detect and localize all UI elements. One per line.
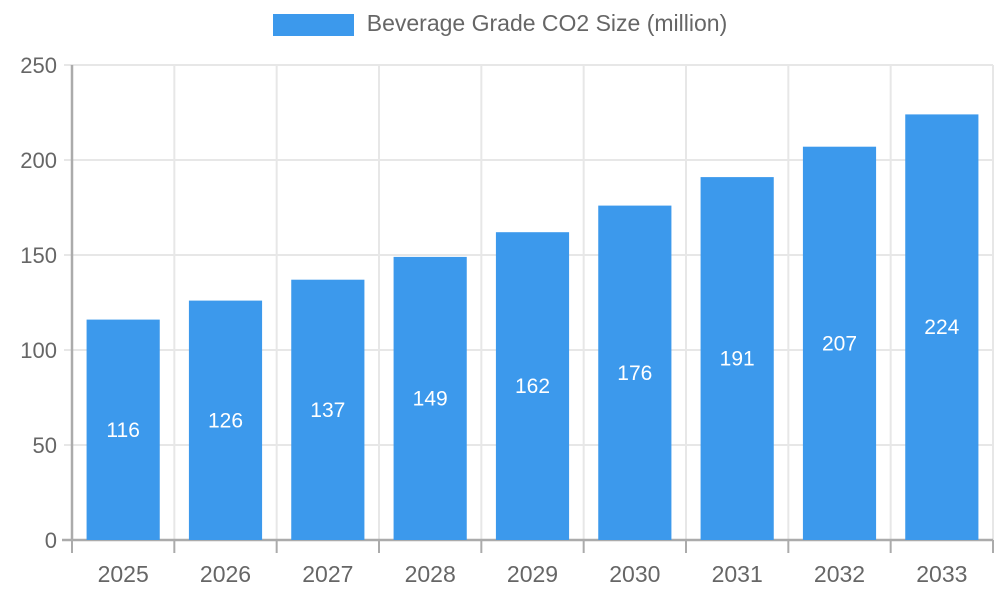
bar[interactable]	[393, 256, 467, 540]
y-tick-label: 200	[20, 148, 57, 173]
bar[interactable]	[86, 319, 160, 540]
y-tick-label: 150	[20, 243, 57, 268]
x-tick-label: 2027	[302, 561, 353, 587]
y-tick-label: 100	[20, 338, 57, 363]
bar[interactable]	[802, 146, 877, 540]
x-tick-label: 2032	[814, 561, 865, 587]
legend-label: Beverage Grade CO2 Size (million)	[366, 10, 728, 36]
legend-swatch	[272, 13, 354, 36]
y-tick-label: 250	[20, 53, 57, 78]
x-tick-label: 2030	[609, 561, 660, 587]
bar[interactable]	[700, 177, 774, 540]
bar[interactable]	[291, 279, 365, 540]
bar-value-label: 137	[310, 399, 345, 422]
bar-value-label: 224	[924, 316, 959, 339]
bar-value-label: 116	[106, 419, 139, 442]
y-tick-label: 0	[45, 528, 57, 553]
legend-item[interactable]: Beverage Grade CO2 Size (million)	[272, 10, 728, 37]
bar-value-label: 176	[617, 362, 652, 385]
bar[interactable]	[495, 232, 570, 540]
bar[interactable]	[188, 300, 263, 540]
bar-value-label: 191	[720, 348, 755, 371]
x-tick-label: 2025	[98, 561, 149, 587]
bar-value-label: 162	[515, 375, 550, 398]
x-tick-label: 2033	[916, 561, 967, 587]
bar-value-label: 126	[208, 409, 243, 432]
x-tick-label: 2028	[405, 561, 456, 587]
bar-value-label: 207	[822, 332, 857, 355]
chart-legend: Beverage Grade CO2 Size (million)	[0, 12, 1000, 37]
bar[interactable]	[598, 205, 672, 540]
x-tick-label: 2031	[712, 561, 763, 587]
y-tick-label: 50	[33, 433, 57, 458]
bar[interactable]	[905, 114, 979, 541]
x-tick-label: 2026	[200, 561, 251, 587]
x-tick-label: 2029	[507, 561, 558, 587]
bar-value-label: 149	[413, 387, 448, 410]
